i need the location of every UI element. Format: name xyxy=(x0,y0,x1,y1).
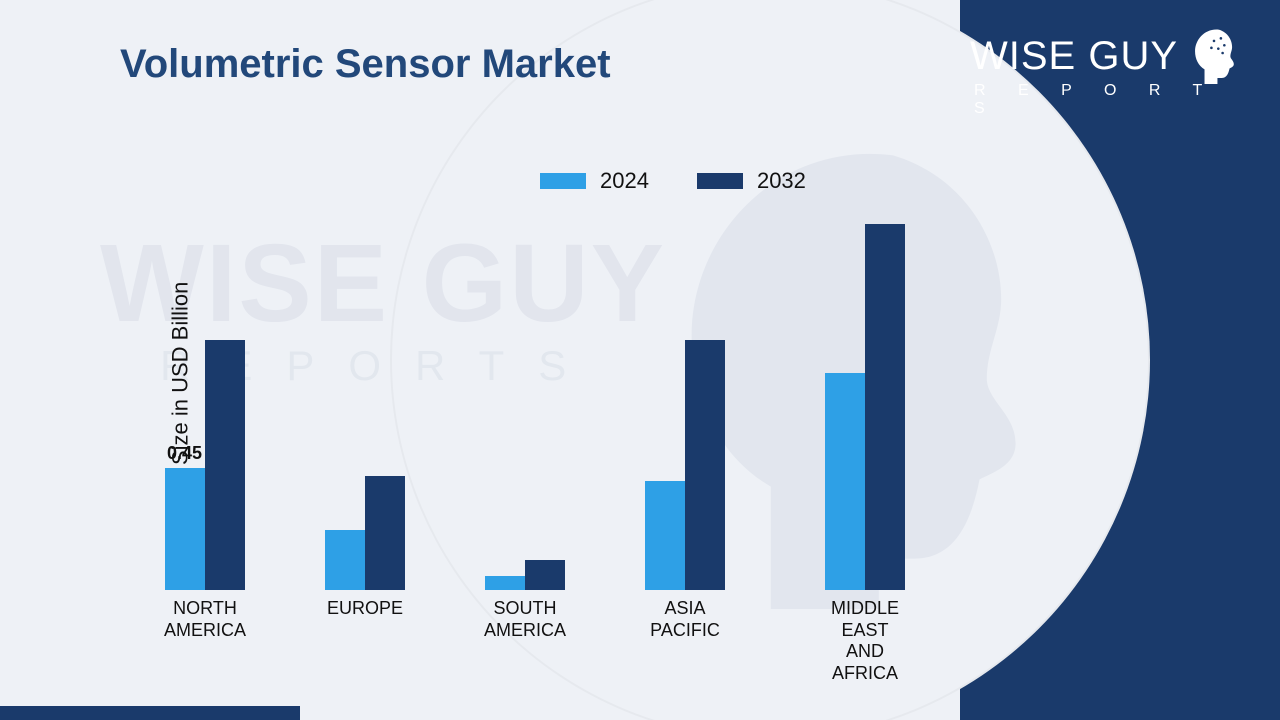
bar-series-a xyxy=(485,576,525,590)
legend-swatch-b xyxy=(697,173,743,189)
legend-label-a: 2024 xyxy=(600,168,649,194)
bar-group: MIDDLEEASTANDAFRICA xyxy=(800,224,930,590)
bar-series-b xyxy=(365,476,405,590)
bar-series-b xyxy=(685,340,725,590)
bar-group: ASIAPACIFIC xyxy=(620,340,750,590)
category-label: EUROPE xyxy=(285,590,445,620)
brand-logo: WISE GUY R E P O R T S xyxy=(970,28,1250,118)
category-label: MIDDLEEASTANDAFRICA xyxy=(785,590,945,684)
bar-chart: Market Size in USD Billion NORTHAMERICA0… xyxy=(100,210,920,610)
bar-series-a xyxy=(645,481,685,590)
logo-main-text: WISE GUY xyxy=(970,34,1178,79)
chart-legend: 2024 2032 xyxy=(540,168,806,194)
bar-series-a xyxy=(825,373,865,590)
category-label: ASIAPACIFIC xyxy=(605,590,765,641)
bar-group: NORTHAMERICA0.45 xyxy=(140,340,270,590)
legend-swatch-a xyxy=(540,173,586,189)
legend-item-a: 2024 xyxy=(540,168,649,194)
chart-title: Volumetric Sensor Market xyxy=(120,42,611,87)
logo-sub-text: R E P O R T S xyxy=(974,82,1250,118)
category-label: NORTHAMERICA xyxy=(125,590,285,641)
logo-head-icon xyxy=(1186,28,1242,84)
plot-area: NORTHAMERICA0.45 EUROPE SOUTHAMERICA ASIAPA… xyxy=(120,210,920,590)
bar-series-b xyxy=(205,340,245,590)
value-label: 0.45 xyxy=(167,443,202,464)
bottom-accent-bar xyxy=(0,706,300,720)
bar-group: EUROPE xyxy=(300,476,430,590)
legend-label-b: 2032 xyxy=(757,168,806,194)
bar-series-a xyxy=(165,468,205,590)
bar-series-b xyxy=(865,224,905,590)
legend-item-b: 2032 xyxy=(697,168,806,194)
bar-series-b xyxy=(525,560,565,590)
category-label: SOUTHAMERICA xyxy=(445,590,605,641)
bar-group: SOUTHAMERICA xyxy=(460,560,590,590)
bar-series-a xyxy=(325,530,365,590)
stage: Volumetric Sensor Market WISE GUY REPORT… xyxy=(0,0,1280,720)
